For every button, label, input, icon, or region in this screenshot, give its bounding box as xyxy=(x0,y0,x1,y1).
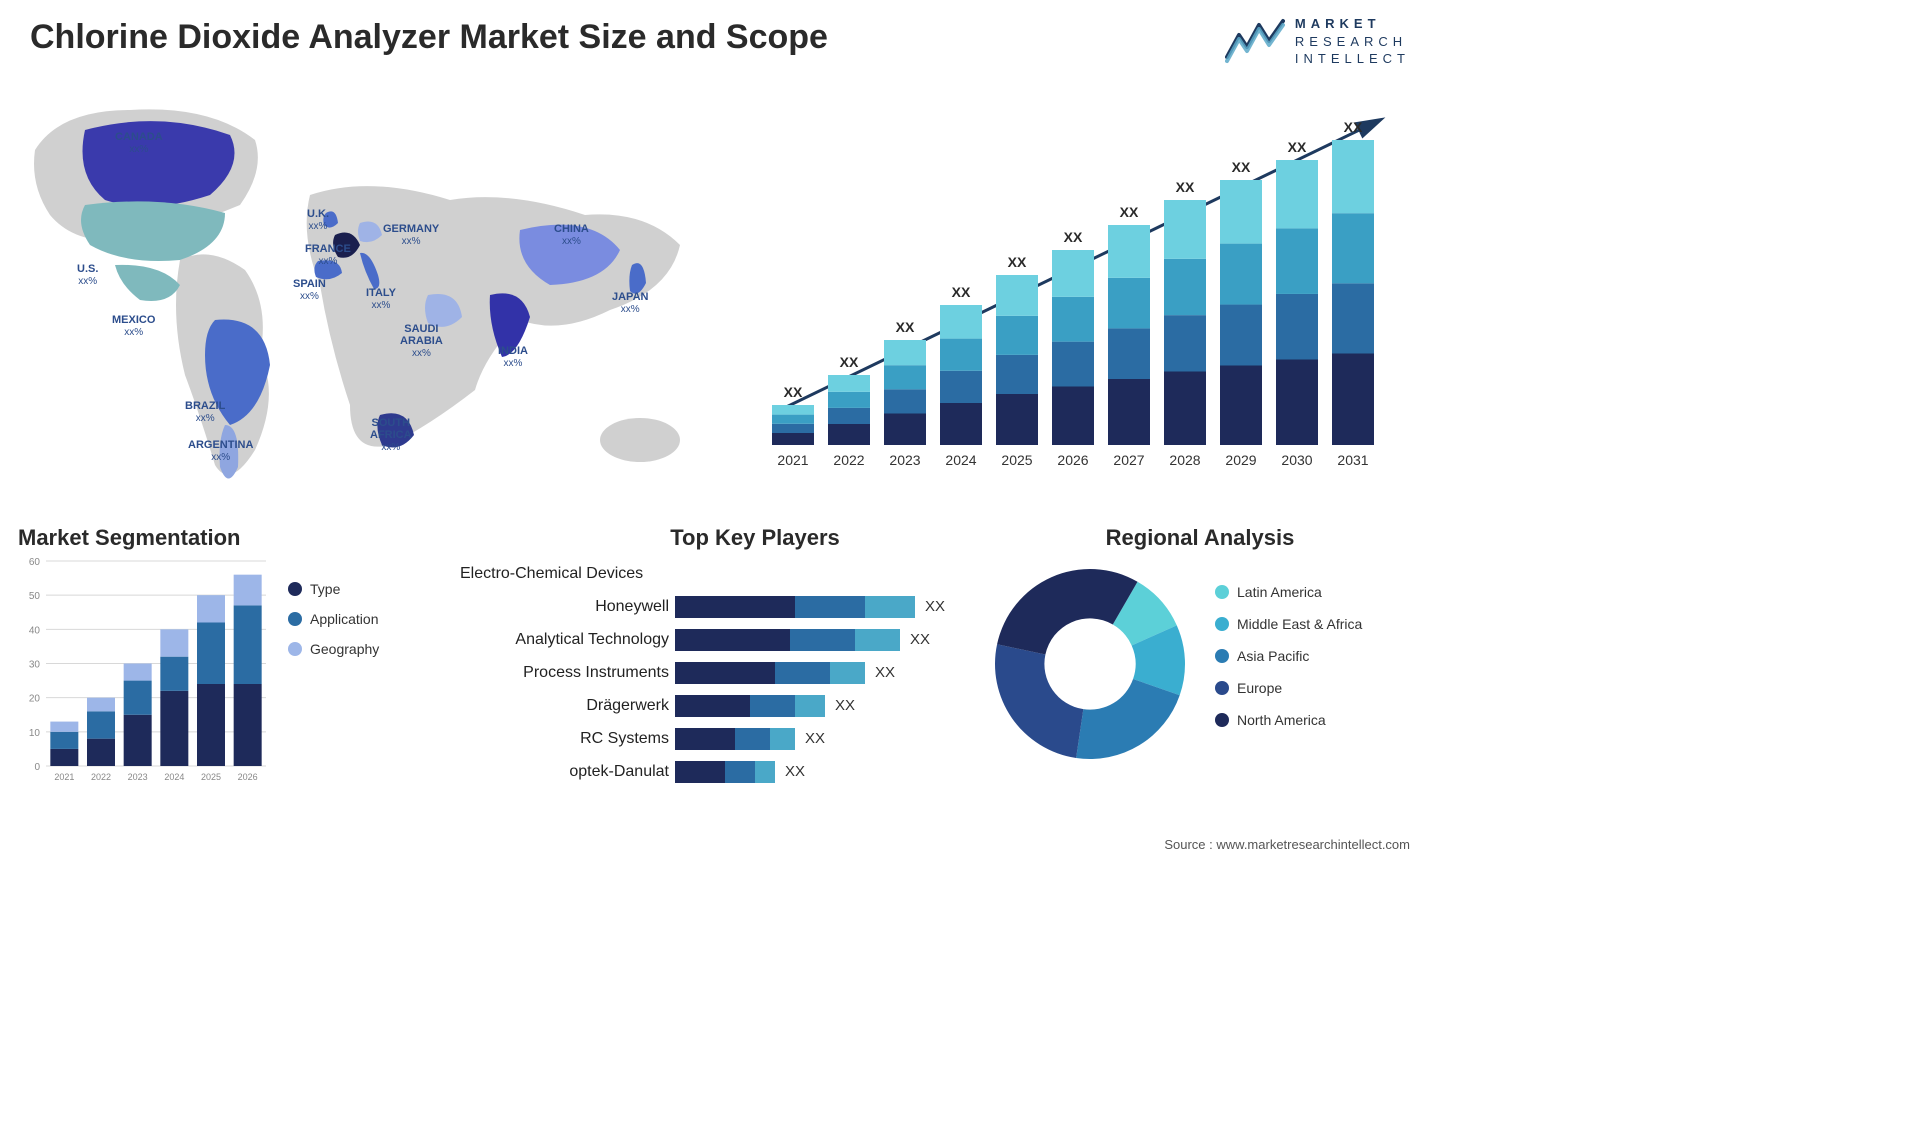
svg-text:2027: 2027 xyxy=(1113,452,1144,468)
segmentation-title: Market Segmentation xyxy=(18,525,438,551)
svg-text:2022: 2022 xyxy=(833,452,864,468)
logo-icon xyxy=(1225,17,1285,65)
svg-text:2023: 2023 xyxy=(128,772,148,782)
svg-text:0: 0 xyxy=(34,762,40,773)
logo-line2: RESEARCH xyxy=(1295,33,1410,51)
legend-item: Asia Pacific xyxy=(1215,648,1362,664)
segmentation-section: Market Segmentation 0 10 20 30 40 50 60 2021 202… xyxy=(18,525,438,801)
svg-text:2024: 2024 xyxy=(945,452,976,468)
svg-text:XX: XX xyxy=(1176,179,1195,195)
legend-item: Middle East & Africa xyxy=(1215,616,1362,632)
svg-text:XX: XX xyxy=(896,319,915,335)
player-row: Analytical TechnologyXX xyxy=(460,623,960,656)
svg-text:20: 20 xyxy=(29,694,41,705)
player-row: Electro-Chemical Devices xyxy=(460,557,960,590)
regional-legend: Latin America Middle East & Africa Asia Pa… xyxy=(1215,584,1362,744)
player-row: optek-DanulatXX xyxy=(460,755,960,788)
svg-text:XX: XX xyxy=(840,354,859,370)
legend-item: Geography xyxy=(288,641,379,657)
legend-item: Type xyxy=(288,581,379,597)
map-label: U.K.xx% xyxy=(307,208,329,232)
map-label: GERMANYxx% xyxy=(383,223,439,247)
map-label: ITALYxx% xyxy=(366,287,396,311)
logo-line3: INTELLECT xyxy=(1295,50,1410,68)
player-row: HoneywellXX xyxy=(460,590,960,623)
svg-text:XX: XX xyxy=(1232,159,1251,175)
svg-text:XX: XX xyxy=(784,384,803,400)
growth-chart-svg: XX 2021 XX 2022 XX 2023 XX 2024 XX 2025 XX 2026 XX 20… xyxy=(760,100,1400,480)
source-text: Source : www.marketresearchintellect.com xyxy=(1164,837,1410,852)
svg-text:XX: XX xyxy=(1288,139,1307,155)
segmentation-legend: Type Application Geography xyxy=(288,581,379,671)
legend-item: North America xyxy=(1215,712,1362,728)
svg-text:XX: XX xyxy=(1344,119,1363,135)
world-map: CANADAxx% U.S.xx% MEXICOxx% BRAZILxx% ARGENT… xyxy=(30,95,710,495)
legend-item: Europe xyxy=(1215,680,1362,696)
brand-logo: MARKET RESEARCH INTELLECT xyxy=(1225,15,1410,68)
map-label: CANADAxx% xyxy=(115,131,163,155)
svg-text:40: 40 xyxy=(29,625,41,636)
svg-text:2028: 2028 xyxy=(1169,452,1200,468)
svg-text:2021: 2021 xyxy=(54,772,74,782)
svg-text:60: 60 xyxy=(29,557,41,568)
map-label: SAUDIARABIAxx% xyxy=(400,323,443,359)
map-label: SPAINxx% xyxy=(293,278,326,302)
regional-donut xyxy=(985,559,1195,769)
growth-chart: XX 2021 XX 2022 XX 2023 XX 2024 XX 2025 XX 2026 XX 20… xyxy=(760,100,1400,480)
map-label: MEXICOxx% xyxy=(112,314,155,338)
map-label: U.S.xx% xyxy=(77,263,98,287)
svg-text:2026: 2026 xyxy=(238,772,258,782)
players-title: Top Key Players xyxy=(550,525,960,551)
map-label: SOUTHAFRICAxx% xyxy=(370,417,412,453)
logo-line1: MARKET xyxy=(1295,15,1410,33)
legend-item: Application xyxy=(288,611,379,627)
regional-section: Regional Analysis Latin America Middle Ea… xyxy=(985,525,1415,769)
player-row: DrägerwerkXX xyxy=(460,689,960,722)
svg-text:2031: 2031 xyxy=(1337,452,1368,468)
svg-text:XX: XX xyxy=(952,284,971,300)
player-row: RC SystemsXX xyxy=(460,722,960,755)
player-row: Process InstrumentsXX xyxy=(460,656,960,689)
page-title: Chlorine Dioxide Analyzer Market Size an… xyxy=(30,18,828,57)
players-section: Top Key Players Electro-Chemical Devices… xyxy=(460,525,960,788)
map-label: BRAZILxx% xyxy=(185,400,225,424)
regional-title: Regional Analysis xyxy=(985,525,1415,551)
svg-text:XX: XX xyxy=(1008,254,1027,270)
svg-text:XX: XX xyxy=(1064,229,1083,245)
legend-item: Latin America xyxy=(1215,584,1362,600)
map-label: CHINAxx% xyxy=(554,223,589,247)
svg-text:2024: 2024 xyxy=(164,772,184,782)
svg-text:2021: 2021 xyxy=(777,452,808,468)
map-label: INDIAxx% xyxy=(498,345,528,369)
svg-text:2025: 2025 xyxy=(1001,452,1032,468)
map-label: FRANCExx% xyxy=(305,243,351,267)
svg-text:2029: 2029 xyxy=(1225,452,1256,468)
svg-text:2022: 2022 xyxy=(91,772,111,782)
players-list: Electro-Chemical DevicesHoneywellXXAnaly… xyxy=(460,557,960,788)
svg-text:2023: 2023 xyxy=(889,452,920,468)
svg-text:30: 30 xyxy=(29,660,41,671)
svg-text:2025: 2025 xyxy=(201,772,221,782)
map-label: JAPANxx% xyxy=(612,291,648,315)
svg-text:2030: 2030 xyxy=(1281,452,1312,468)
segmentation-chart: 0 10 20 30 40 50 60 2021 2022 2023 2024 2025 2026 xyxy=(18,551,278,801)
svg-text:2026: 2026 xyxy=(1057,452,1088,468)
svg-text:50: 50 xyxy=(29,591,41,602)
svg-text:XX: XX xyxy=(1120,204,1139,220)
map-label: ARGENTINAxx% xyxy=(188,439,253,463)
svg-text:10: 10 xyxy=(29,728,41,739)
